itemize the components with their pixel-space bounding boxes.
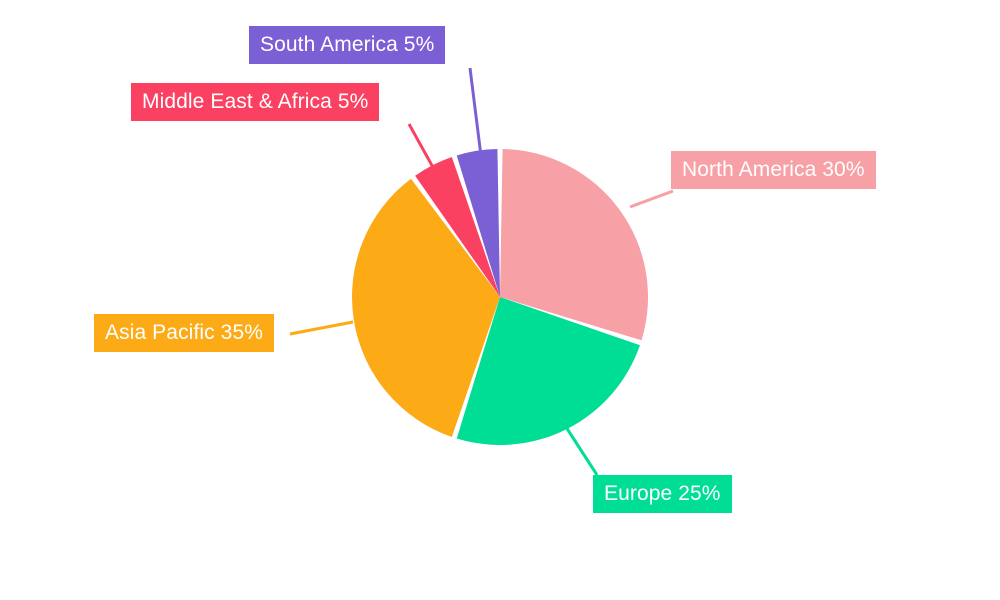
slice-label-north-america[interactable]: North America 30% xyxy=(671,151,876,189)
slice-label-south-america[interactable]: South America 5% xyxy=(249,26,446,64)
slice-label-middle-east-africa[interactable]: Middle East & Africa 5% xyxy=(131,83,380,121)
pie-slice[interactable] xyxy=(500,149,648,341)
pie-slice[interactable] xyxy=(415,157,500,297)
leader-line xyxy=(468,67,483,157)
pie-slice[interactable] xyxy=(456,297,640,445)
pie-slice[interactable] xyxy=(351,178,500,437)
leader-line xyxy=(564,426,599,476)
leader-line xyxy=(289,320,354,336)
leader-line xyxy=(629,189,674,209)
pie-slices-group xyxy=(351,149,648,445)
pie-slice[interactable] xyxy=(456,149,500,297)
slice-label-europe[interactable]: Europe 25% xyxy=(593,475,732,513)
slice-label-asia-pacific[interactable]: Asia Pacific 35% xyxy=(94,314,275,352)
